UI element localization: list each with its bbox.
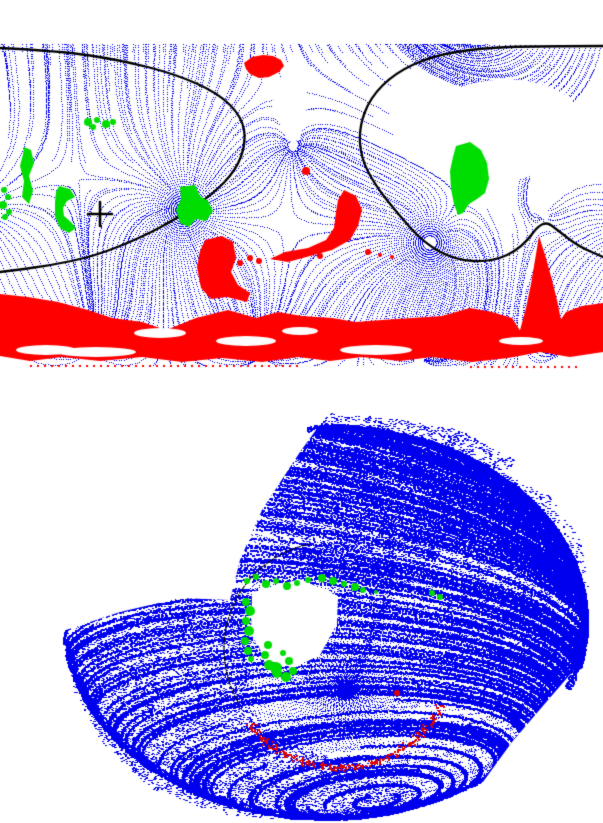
figure-canvas xyxy=(0,0,603,823)
figure-container xyxy=(0,0,603,823)
